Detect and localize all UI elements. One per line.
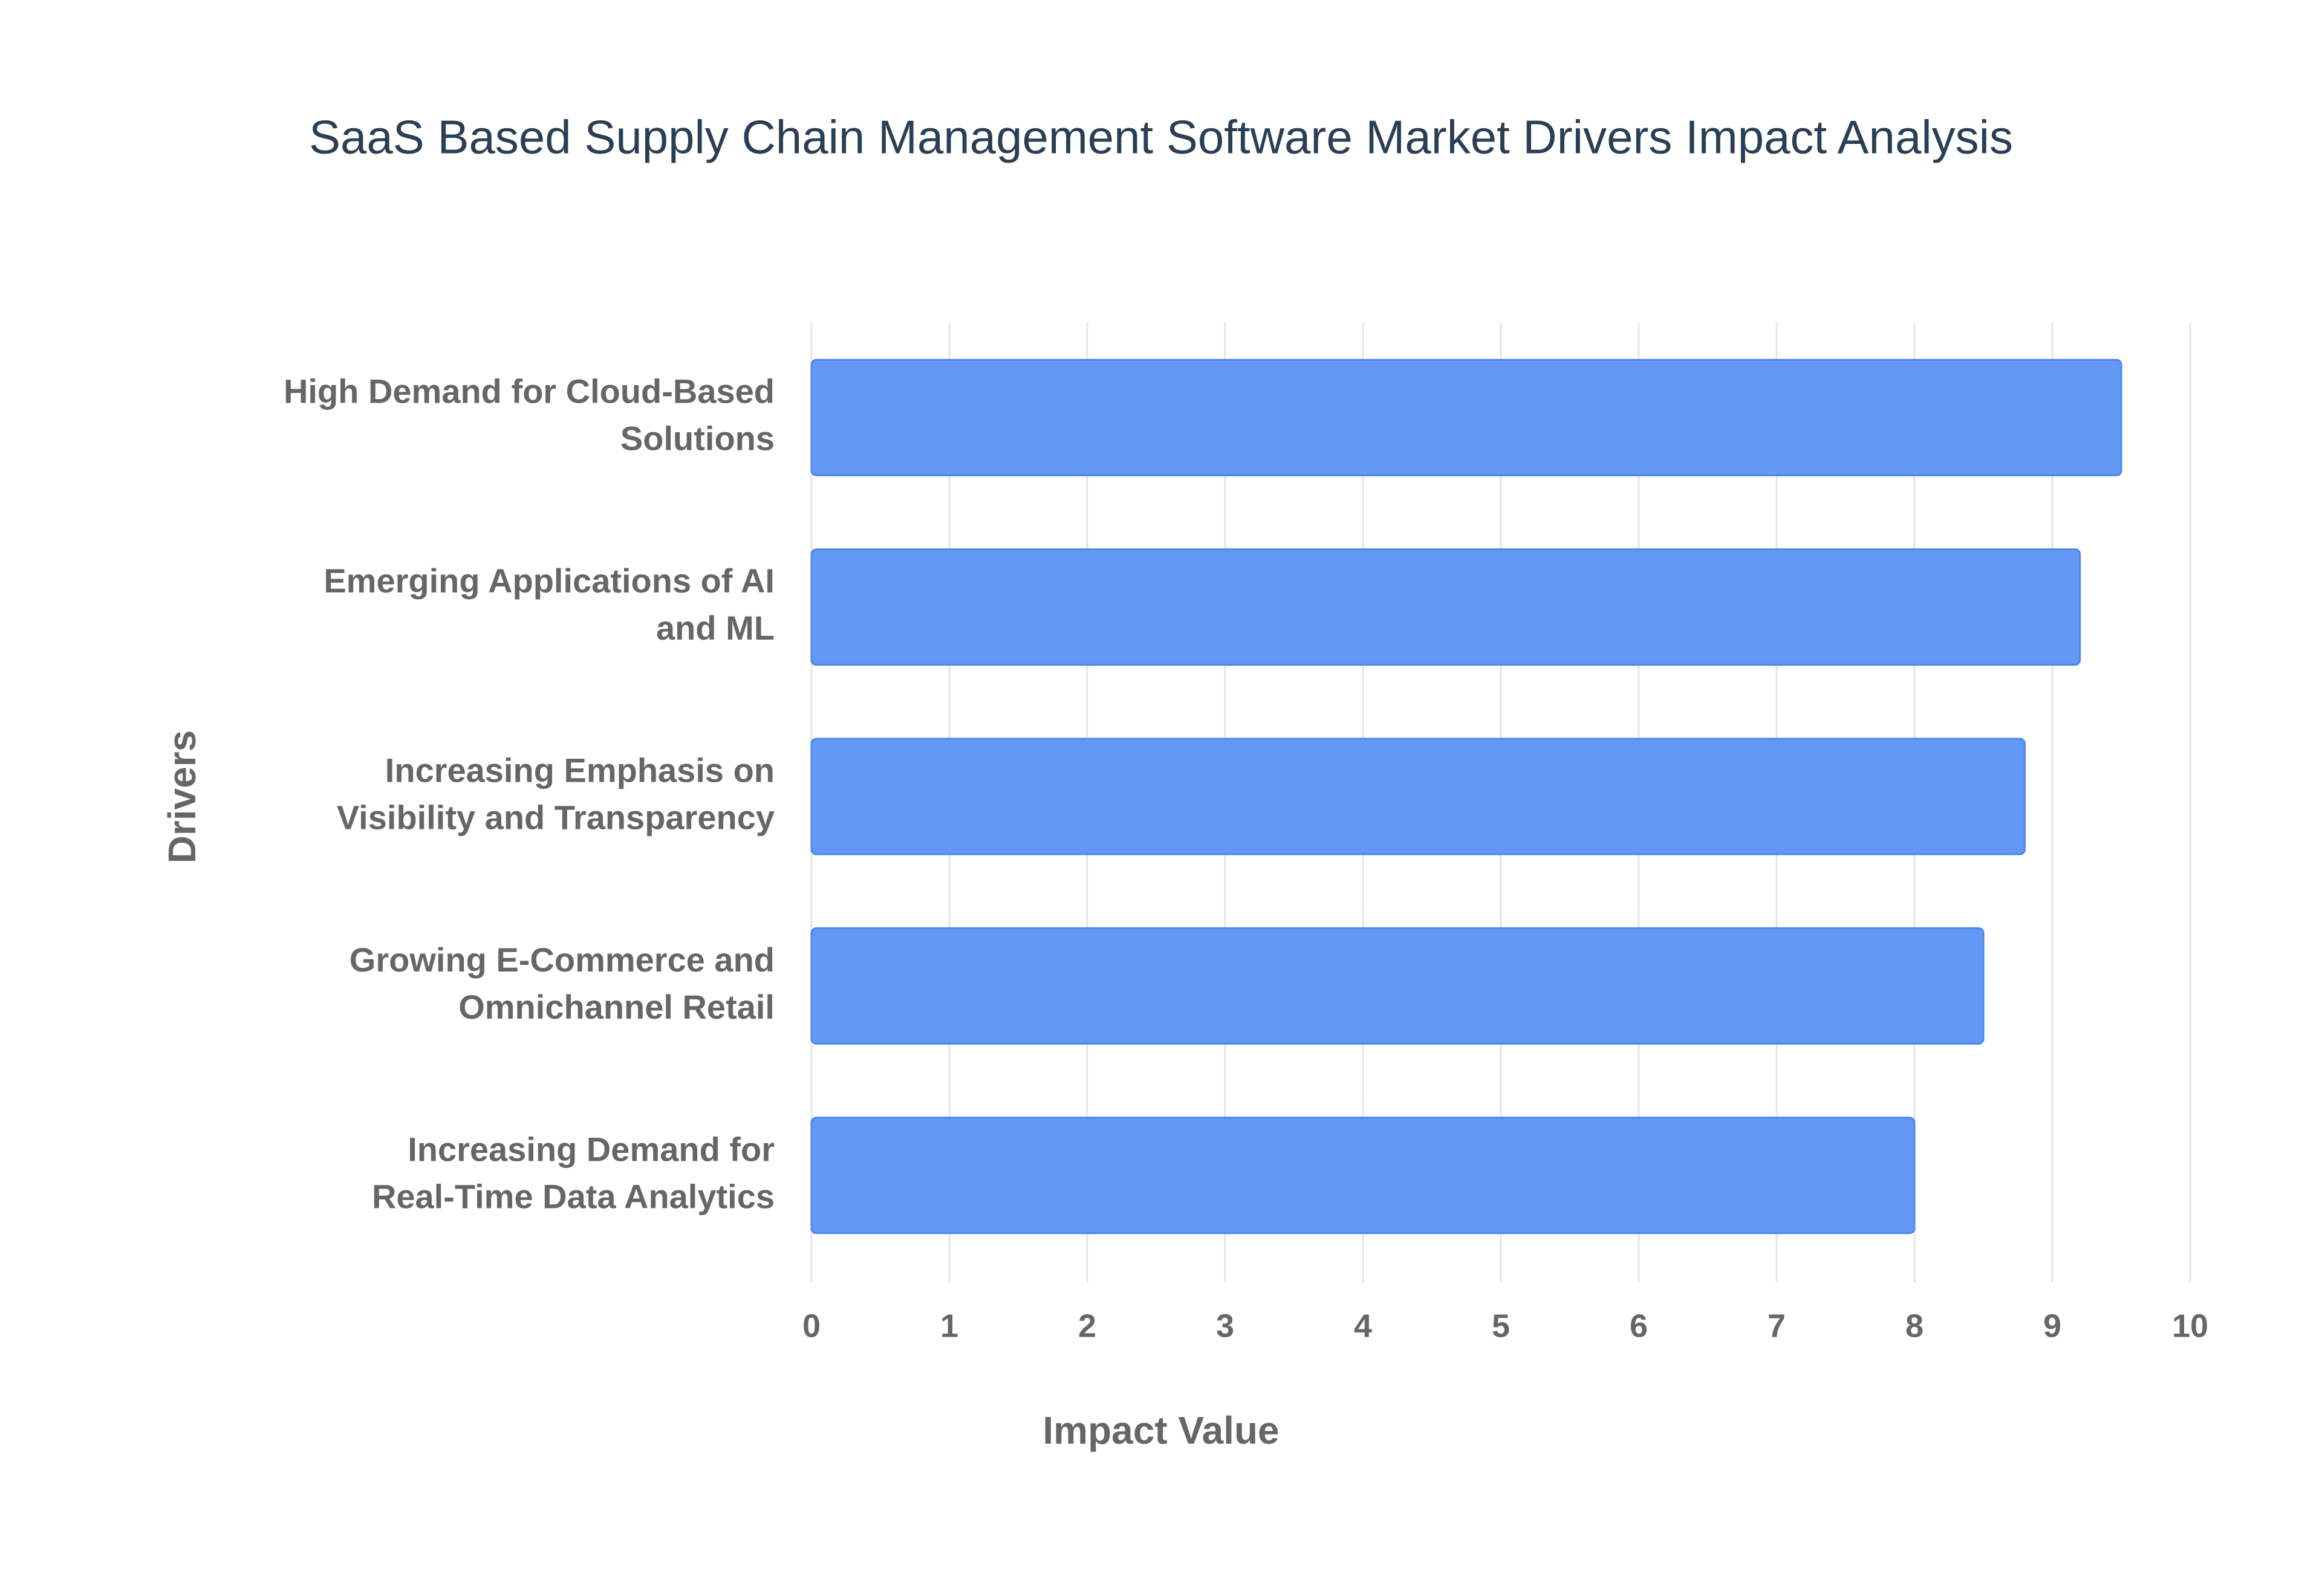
bar xyxy=(810,358,2122,476)
x-tick-label: 1 xyxy=(940,1308,958,1344)
x-tick-label: 3 xyxy=(1216,1308,1234,1344)
x-tick-label: 9 xyxy=(2043,1308,2061,1344)
x-tick-label: 7 xyxy=(1768,1308,1786,1344)
y-axis-title: Drivers xyxy=(160,730,204,864)
x-axis-title: Impact Value xyxy=(1042,1409,1279,1452)
chart-title: SaaS Based Supply Chain Management Softw… xyxy=(309,111,2013,164)
x-tick-label: 6 xyxy=(1630,1308,1648,1344)
x-tick-label: 4 xyxy=(1354,1308,1372,1344)
x-tick-label: 10 xyxy=(2172,1308,2208,1344)
y-tick-label: Growing E-Commerce and Omnichannel Retail xyxy=(350,941,775,1026)
bar xyxy=(810,548,2081,666)
x-tick-label: 2 xyxy=(1078,1308,1096,1344)
bar xyxy=(810,927,1985,1045)
bar xyxy=(810,1117,1916,1234)
x-tick-label: 0 xyxy=(802,1308,821,1344)
bar xyxy=(810,738,2026,855)
y-tick-label: Increasing Demand for Real-Time Data Anal… xyxy=(372,1130,775,1215)
x-tick-label: 8 xyxy=(1905,1308,1924,1344)
y-tick-label: Increasing Emphasis on Visibility and Tra… xyxy=(337,751,775,836)
x-tick-label: 5 xyxy=(1492,1308,1510,1344)
y-tick-label: Emerging Applications of AI and ML xyxy=(324,562,775,647)
y-tick-label: High Demand for Cloud-Based Solutions xyxy=(284,372,775,457)
